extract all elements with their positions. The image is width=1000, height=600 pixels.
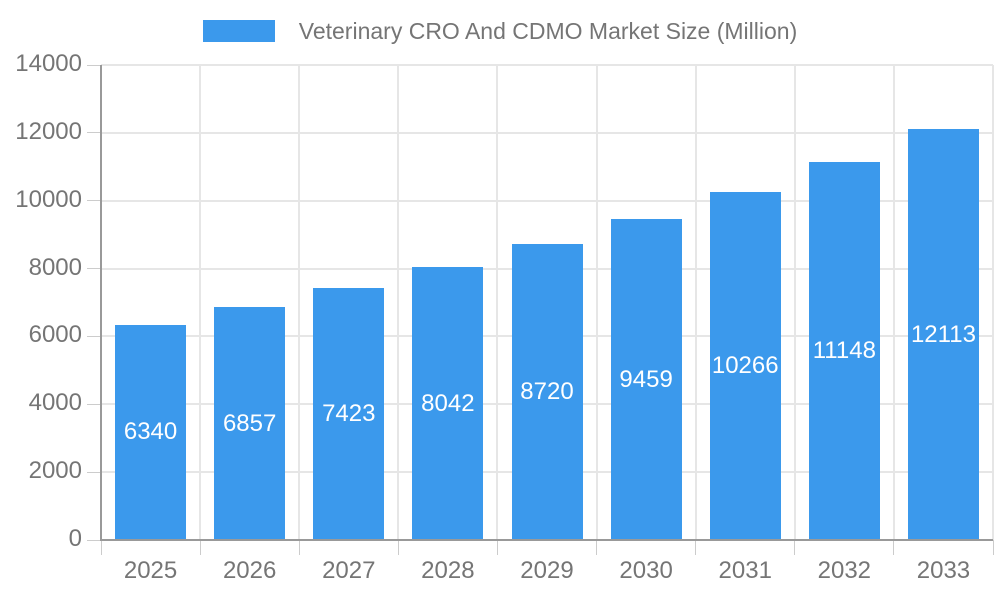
y-axis-tick (87, 403, 101, 405)
bar-value-label: 10266 (711, 351, 779, 379)
x-axis-tick-label: 2028 (421, 557, 475, 584)
x-axis-tick (298, 540, 300, 555)
x-axis-tick (100, 540, 102, 555)
legend-swatch (202, 20, 275, 42)
x-axis-tick-label: 2027 (322, 557, 376, 584)
y-axis-tick-label: 2000 (28, 457, 82, 485)
y-axis-tick-label: 14000 (15, 49, 82, 77)
bar-2027: 7423 (313, 288, 385, 540)
gridline-vertical (298, 65, 301, 540)
x-axis-tick (199, 540, 201, 555)
gridline-vertical (793, 65, 796, 540)
x-axis-tick (596, 540, 598, 555)
bar-2028: 8042 (412, 267, 484, 540)
x-axis-tick (794, 540, 796, 555)
bar-value-label: 11148 (812, 336, 876, 364)
bar-value-label: 8042 (421, 389, 475, 417)
bar-value-label: 12113 (910, 320, 976, 348)
gridline-vertical (397, 65, 400, 540)
y-axis-tick (87, 539, 101, 541)
bar-value-label: 6857 (222, 409, 277, 437)
bar-2033: 12113 (907, 129, 979, 540)
bar-2031: 10266 (709, 191, 781, 540)
x-axis-tick (496, 540, 498, 555)
gridline-horizontal (101, 64, 993, 66)
y-axis-tick-label: 8000 (28, 253, 82, 281)
x-axis-tick-label: 2030 (619, 557, 673, 584)
bar-2029: 8720 (511, 244, 583, 540)
gridline-vertical (496, 65, 499, 540)
gridline-vertical (992, 65, 994, 540)
y-axis-tick (87, 335, 101, 337)
y-axis-tick (87, 132, 101, 134)
x-axis-tick-label: 2032 (817, 557, 872, 584)
gridline-horizontal (101, 199, 993, 202)
x-axis-tick (397, 540, 399, 555)
legend-label: Veterinary CRO And CDMO Market Size (Mil… (298, 17, 798, 44)
x-axis-tick-label: 2031 (718, 557, 772, 584)
gridline-vertical (199, 65, 202, 540)
gridline-vertical (892, 65, 895, 540)
x-axis-tick-label: 2033 (916, 557, 971, 584)
x-axis-tick (992, 540, 994, 555)
gridline-vertical (694, 65, 697, 540)
gridline-vertical (595, 65, 598, 540)
x-axis-line (100, 539, 993, 541)
bar-2030: 9459 (610, 219, 682, 540)
gridline-horizontal (101, 131, 993, 134)
y-axis-tick-label: 10000 (15, 185, 82, 213)
y-axis-tick-label: 12000 (15, 117, 82, 145)
bar-value-label: 9459 (619, 365, 673, 393)
x-axis-tick-label: 2026 (222, 557, 277, 584)
y-axis-line (100, 65, 102, 540)
x-axis-tick-label: 2025 (123, 557, 178, 584)
bar-value-label: 8720 (520, 378, 574, 406)
y-axis-tick (87, 64, 101, 66)
x-axis-tick (893, 540, 895, 555)
x-axis-tick (695, 540, 697, 555)
y-axis-tick-label: 6000 (28, 321, 82, 349)
y-axis-tick (87, 200, 101, 202)
y-axis-tick-label: 4000 (28, 389, 82, 417)
bar-value-label: 7423 (322, 400, 376, 428)
bar-2026: 6857 (214, 307, 286, 540)
y-axis-tick (87, 268, 101, 270)
bar-2032: 11148 (808, 161, 880, 540)
x-axis-tick-label: 2029 (520, 557, 574, 584)
y-axis-tick (87, 471, 101, 473)
bar-2025: 6340 (115, 324, 187, 540)
chart-legend: Veterinary CRO And CDMO Market Size (Mil… (0, 17, 1000, 45)
bar-value-label: 6340 (123, 418, 178, 446)
y-axis-tick-label: 0 (68, 524, 82, 552)
